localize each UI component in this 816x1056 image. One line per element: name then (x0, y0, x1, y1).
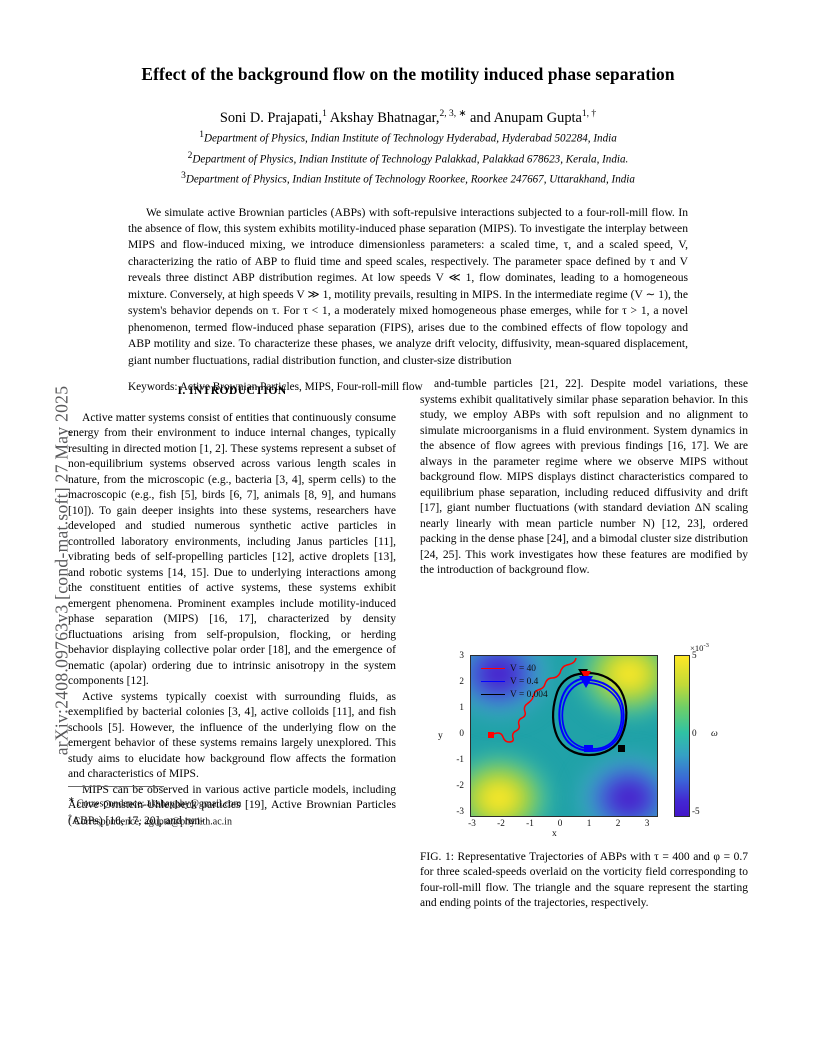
abstract: We simulate active Brownian particles (A… (128, 205, 688, 370)
intro-paragraph-2: Active systems typically coexist with su… (68, 690, 396, 781)
end-marker-square-red (488, 732, 494, 738)
xtick-2: 2 (615, 818, 621, 828)
intro-paragraph-4: and-tumble particles [21, 22]. Despite m… (420, 378, 748, 577)
colorbar-tick-top: 5 (692, 650, 697, 660)
affiliation-1: 1Department of Physics, Indian Institute… (68, 129, 748, 147)
affiliation-2: 2Department of Physics, Indian Institute… (68, 150, 748, 168)
section-heading-introduction: I. INTRODUCTION (177, 384, 287, 397)
colorbar (674, 655, 690, 817)
trajectory-path-v0004 (552, 671, 628, 757)
author-2-name: Akshay Bhatnagar, (326, 109, 440, 126)
ytick-neg2: -2 (456, 780, 464, 790)
colorbar-exponent: ×10-3 (690, 642, 709, 653)
footnote-block: ∗ Correspondence: akshayphy@gmail.com † Co… (68, 785, 396, 830)
author-2-affiliation-marker: 2, 3, ∗ (439, 108, 467, 119)
ytick-3: 3 (459, 650, 464, 660)
footnote-2-marker: † (68, 812, 72, 822)
colorbar-tick-bottom: -5 (692, 806, 700, 816)
end-marker-square-blue (584, 745, 593, 752)
page-title: Effect of the background flow on the mot… (141, 64, 675, 84)
affiliation-1-marker: 1 (199, 130, 204, 141)
legend-label-v0004: V = 0.004 (510, 689, 548, 700)
trajectory-overlay (488, 657, 628, 757)
ytick-0: 0 (459, 728, 464, 738)
x-axis-label: x (552, 828, 557, 839)
legend-swatch-v40 (481, 668, 505, 669)
footnote-2: † Correspondence: agupta@phy.iith.ac.in (68, 812, 396, 830)
colorbar-axis-label: ω (711, 728, 718, 739)
two-column-body: I. INTRODUCTION Active matter systems co… (68, 377, 748, 1017)
ytick-neg3: -3 (456, 806, 464, 816)
right-column: and-tumble particles [21, 22]. Despite m… (420, 377, 748, 579)
affiliation-1-text: Department of Physics, Indian Institute … (203, 132, 617, 145)
plot-legend: V = 40 V = 0.4 V = 0.004 (481, 662, 548, 701)
start-marker-triangle-blue (579, 676, 593, 688)
intro-paragraph-3: MIPS can be observed in various active p… (68, 783, 396, 827)
legend-swatch-v04 (481, 681, 505, 682)
affiliation-3-text: Department of Physics, Indian Institute … (185, 173, 635, 186)
colorbar-exponent-prefix: ×10 (690, 642, 704, 653)
trajectory-path-v40 (490, 657, 577, 743)
affiliation-2-marker: 2 (187, 150, 193, 161)
start-marker-triangle-red (581, 671, 591, 680)
xtick-neg3: -3 (468, 818, 476, 828)
author-list: Soni D. Prajapati,1 Akshay Bhatnagar,2, … (68, 108, 748, 128)
author-1-affiliation-marker: 1 (322, 108, 327, 119)
xtick-3: 3 (644, 818, 650, 828)
footnote-1: ∗ Correspondence: akshayphy@gmail.com (68, 794, 396, 812)
end-marker-square-black (618, 745, 625, 752)
colorbar-exponent-power: -3 (703, 642, 709, 649)
intro-paragraph-1: Active matter systems consist of entitie… (68, 411, 396, 688)
footnote-1-marker: ∗ (68, 794, 75, 804)
xtick-neg1: -1 (526, 818, 534, 828)
colorbar-tick-mid: 0 (692, 728, 697, 738)
footnote-2-text: Correspondence: agupta@phy.iith.ac.in (74, 816, 232, 827)
affiliation-2-text: Department of Physics, Indian Institute … (192, 153, 629, 166)
footnote-1-text: Correspondence: akshayphy@gmail.com (76, 798, 242, 810)
keywords-line: Keywords: Active Brownian Particles, MIP… (128, 381, 423, 394)
left-column: I. INTRODUCTION Active matter systems co… (68, 377, 396, 830)
figure-1-caption: FIG. 1: Representative Trajectories of A… (420, 851, 748, 910)
figure-1: V = 40 V = 0.4 V = 0.004 (420, 642, 748, 912)
legend-label-v04: V = 0.4 (510, 676, 539, 687)
legend-swatch-v0004 (481, 694, 505, 695)
footnote-divider (68, 785, 164, 787)
author-3-affiliation-marker: 1, † (581, 108, 597, 119)
author-1-name: Soni D. Prajapati, (219, 109, 323, 126)
trajectory-path-v04-b (561, 681, 623, 750)
ytick-neg1: -1 (456, 754, 464, 764)
legend-entry-v04: V = 0.4 (481, 675, 548, 688)
figure-1-canvas: V = 40 V = 0.4 V = 0.004 (434, 642, 734, 839)
legend-entry-v0004: V = 0.004 (481, 688, 548, 701)
abstract-text: We simulate active Brownian particles (A… (128, 205, 688, 367)
ytick-1: 1 (459, 702, 464, 712)
vorticity-field-plot: V = 40 V = 0.4 V = 0.004 (470, 655, 658, 817)
affiliation-3-marker: 3 (181, 171, 186, 182)
ytick-2: 2 (459, 676, 464, 686)
paper-page: Effect of the background flow on the mot… (68, 52, 748, 1012)
legend-label-v40: V = 40 (510, 663, 536, 674)
xtick-neg2: -2 (497, 818, 505, 828)
author-3-name: and Anupam Gupta (466, 109, 582, 126)
affiliation-3: 3Department of Physics, Indian Institute… (68, 170, 748, 188)
legend-entry-v40: V = 40 (481, 662, 548, 675)
y-axis-label: y (438, 730, 443, 741)
xtick-1: 1 (586, 818, 592, 828)
xtick-0: 0 (557, 818, 563, 828)
